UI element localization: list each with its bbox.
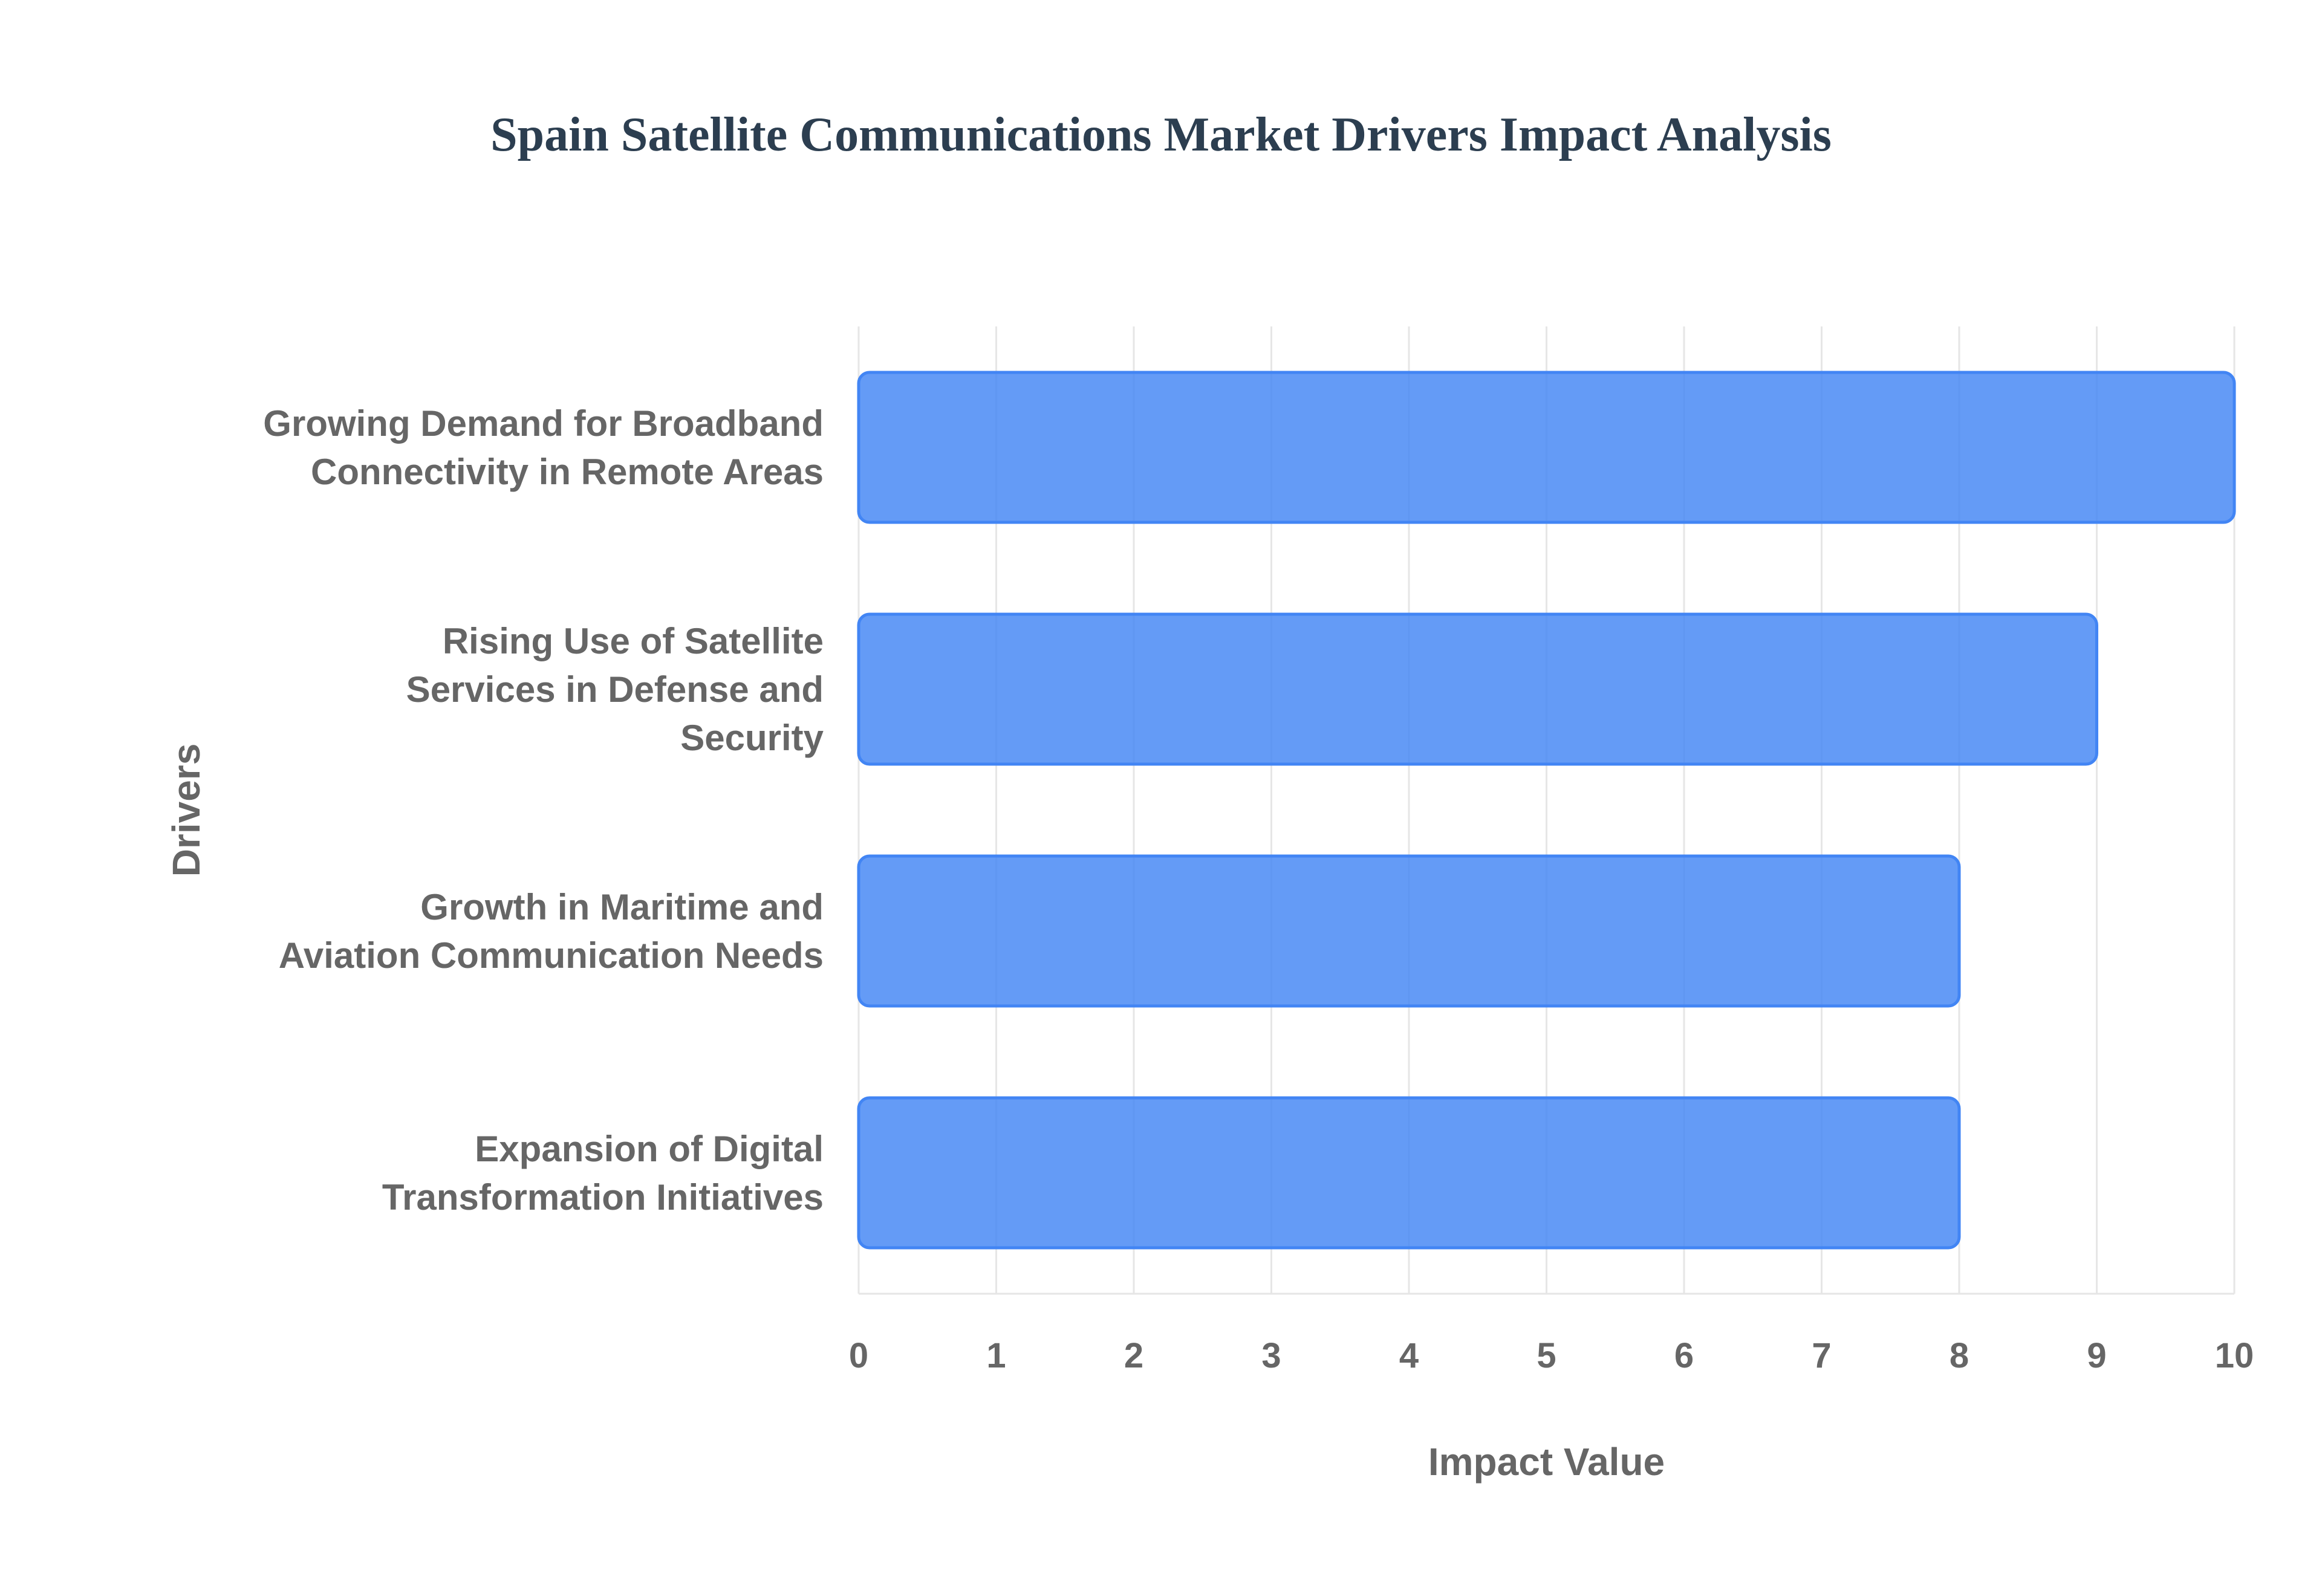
y-category-label: Growing Demand for Broadband Connectivity… xyxy=(263,403,824,492)
y-category-label-line: Aviation Communication Needs xyxy=(279,935,824,976)
bar xyxy=(857,612,2098,766)
y-category-label-line: Rising Use of Satellite xyxy=(443,621,824,661)
x-axis-ticks: 0 1 2 3 4 5 6 7 8 9 10 xyxy=(849,1336,2254,1375)
y-category-label: Rising Use of Satellite Services in Defen… xyxy=(406,621,824,758)
y-axis-title: Drivers xyxy=(164,744,208,877)
x-tick-label: 8 xyxy=(1950,1336,1969,1375)
chart-title: Spain Satellite Communications Market Dr… xyxy=(490,108,1832,161)
x-axis-title: Impact Value xyxy=(1428,1440,1665,1484)
bars xyxy=(857,371,2236,1250)
x-tick-label: 4 xyxy=(1399,1336,1419,1375)
bar xyxy=(857,1096,1961,1250)
x-tick-label: 0 xyxy=(849,1336,868,1375)
bar xyxy=(857,854,1961,1008)
y-category-label-line: Growing Demand for Broadband xyxy=(263,403,824,444)
x-tick-label: 1 xyxy=(986,1336,1006,1375)
y-category-label-line: Growth in Maritime and xyxy=(420,887,824,927)
y-category-label: Growth in Maritime and Aviation Communica… xyxy=(279,887,824,976)
bar xyxy=(857,371,2236,524)
y-category-label: Expansion of Digital Transformation Initi… xyxy=(382,1129,824,1218)
y-category-label-line: Connectivity in Remote Areas xyxy=(311,452,824,492)
x-tick-label: 9 xyxy=(2087,1336,2106,1375)
x-tick-label: 5 xyxy=(1537,1336,1556,1375)
x-tick-label: 6 xyxy=(1674,1336,1694,1375)
y-axis-categories: Growing Demand for Broadband Connectivity… xyxy=(263,403,824,1218)
y-category-label-line: Transformation Initiatives xyxy=(382,1177,824,1218)
y-category-label-line: Security xyxy=(680,718,824,758)
x-tick-label: 3 xyxy=(1261,1336,1281,1375)
x-tick-label: 7 xyxy=(1812,1336,1831,1375)
y-category-label-line: Services in Defense and xyxy=(406,669,824,710)
x-tick-label: 2 xyxy=(1124,1336,1143,1375)
x-tick-label: 10 xyxy=(2215,1336,2254,1375)
y-category-label-line: Expansion of Digital xyxy=(475,1129,824,1169)
